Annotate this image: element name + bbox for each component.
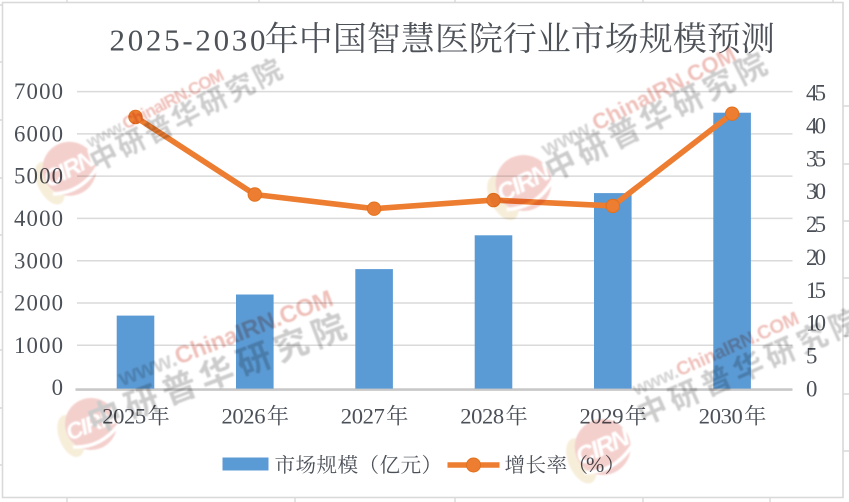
svg-text:0: 0 xyxy=(806,377,817,402)
svg-text:15: 15 xyxy=(806,278,826,303)
svg-text:2026: 2026 xyxy=(222,404,266,429)
svg-text:45: 45 xyxy=(806,81,826,106)
svg-text:35: 35 xyxy=(806,146,826,171)
svg-text:3000: 3000 xyxy=(14,248,63,273)
svg-text:2030: 2030 xyxy=(699,404,743,429)
svg-text:0: 0 xyxy=(52,375,63,400)
svg-text:2000: 2000 xyxy=(14,291,63,316)
svg-text:4000: 4000 xyxy=(14,206,63,231)
svg-text:40: 40 xyxy=(806,114,826,139)
svg-text:5: 5 xyxy=(806,344,817,369)
svg-text:30: 30 xyxy=(806,179,826,204)
svg-text:7000: 7000 xyxy=(14,79,63,104)
svg-text:2028: 2028 xyxy=(460,404,504,429)
svg-text:1000: 1000 xyxy=(14,333,63,358)
svg-text:2025-2030: 2025-2030 xyxy=(110,23,266,58)
svg-text:6000: 6000 xyxy=(14,122,63,147)
svg-text:20: 20 xyxy=(806,245,826,270)
svg-text:25: 25 xyxy=(806,212,826,237)
svg-text:2027: 2027 xyxy=(341,404,385,429)
